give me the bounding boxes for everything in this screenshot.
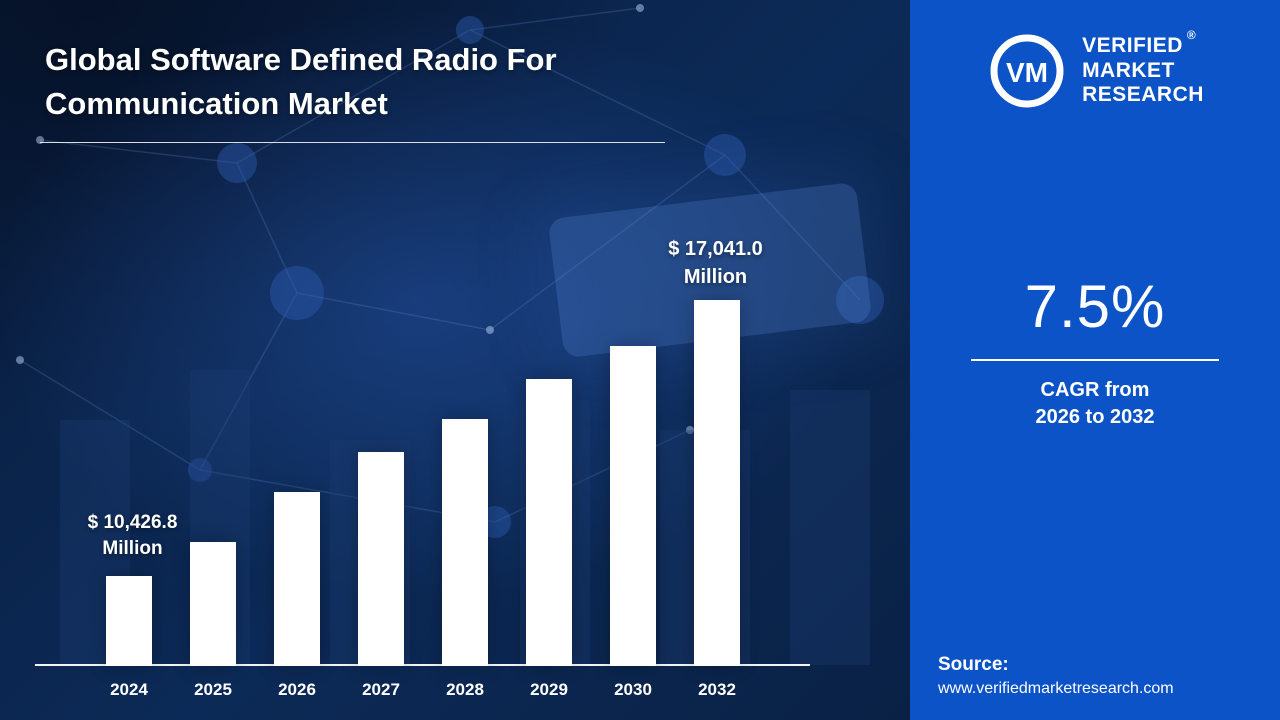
cagr-block: 7.5% CAGR from 2026 to 2032 xyxy=(910,272,1280,431)
value-label-2032: $ 17,041.0 Million xyxy=(633,236,798,291)
brand-header: VM VERIFIED ® MARKET RESEARCH xyxy=(910,28,1280,112)
x-axis-label-2029: 2029 xyxy=(530,680,568,699)
bar-2027 xyxy=(358,452,404,666)
bar-column-2028: 2028 xyxy=(439,419,491,700)
x-axis-label-2025: 2025 xyxy=(194,680,232,699)
value-label-2024: $ 10,426.8 Million xyxy=(45,510,220,562)
brand-name-line2: MARKET xyxy=(1082,58,1175,82)
page-title-line1: Global Software Defined Radio For xyxy=(45,42,557,77)
x-axis-line xyxy=(35,664,810,666)
cagr-caption-line1: CAGR from xyxy=(1040,379,1150,401)
bar-chart: 2024 2025 2026 2027 2028 2029 2030 2032 xyxy=(103,300,743,700)
cagr-caption: CAGR from 2026 to 2032 xyxy=(910,377,1280,431)
registered-mark: ® xyxy=(1186,27,1197,42)
bar-2026 xyxy=(274,492,320,666)
value-label-2024-unit: Million xyxy=(102,538,163,560)
source-block: Source: www.verifiedmarketresearch.com xyxy=(910,654,1280,698)
bar-2032 xyxy=(694,300,740,666)
value-label-2024-amount: $ 10,426.8 xyxy=(87,512,178,533)
chart-canvas: Global Software Defined Radio For Commun… xyxy=(0,0,910,720)
bar-2028 xyxy=(442,419,488,666)
source-url-link[interactable]: www.verifiedmarketresearch.com xyxy=(938,680,1174,697)
brand-panel: VM VERIFIED ® MARKET RESEARCH 7.5% CAGR f… xyxy=(910,0,1280,720)
bar-column-2025: 2025 xyxy=(187,542,239,700)
source-label: Source: xyxy=(938,654,1009,675)
bar-column-2032: 2032 xyxy=(691,300,743,700)
bar-2024 xyxy=(106,576,152,666)
bar-column-2024: 2024 xyxy=(103,576,155,700)
x-axis-label-2027: 2027 xyxy=(362,680,400,699)
cagr-value: 7.5% xyxy=(1024,273,1166,340)
x-axis-label-2024: 2024 xyxy=(110,680,148,699)
x-axis-label-2028: 2028 xyxy=(446,680,484,699)
value-label-2032-unit: Million xyxy=(683,265,748,288)
bar-column-2029: 2029 xyxy=(523,379,575,700)
vmr-logo-icon: VM xyxy=(990,34,1064,108)
value-label-2032-amount: $ 17,041.0 xyxy=(668,238,763,260)
x-axis-label-2026: 2026 xyxy=(278,680,316,699)
x-axis-label-2032: 2032 xyxy=(698,680,736,699)
bar-2030 xyxy=(610,346,656,666)
cagr-divider xyxy=(971,359,1219,361)
x-axis-label-2030: 2030 xyxy=(614,680,652,699)
cagr-caption-line2: 2026 to 2032 xyxy=(1035,406,1155,428)
brand-name: VERIFIED ® MARKET RESEARCH xyxy=(1082,28,1204,108)
page-title-line2: Communication Market xyxy=(45,86,388,122)
title-underline xyxy=(40,142,665,143)
bar-column-2030: 2030 xyxy=(607,346,659,700)
bar-column-2026: 2026 xyxy=(271,492,323,700)
page-title: Global Software Defined Radio For Commun… xyxy=(45,38,745,126)
svg-text:VM: VM xyxy=(1006,57,1048,88)
bar-2029 xyxy=(526,379,572,666)
brand-name-line1: VERIFIED xyxy=(1082,33,1183,57)
bar-column-2027: 2027 xyxy=(355,452,407,700)
brand-name-line3: RESEARCH xyxy=(1082,83,1204,107)
bar-2025 xyxy=(190,542,236,666)
